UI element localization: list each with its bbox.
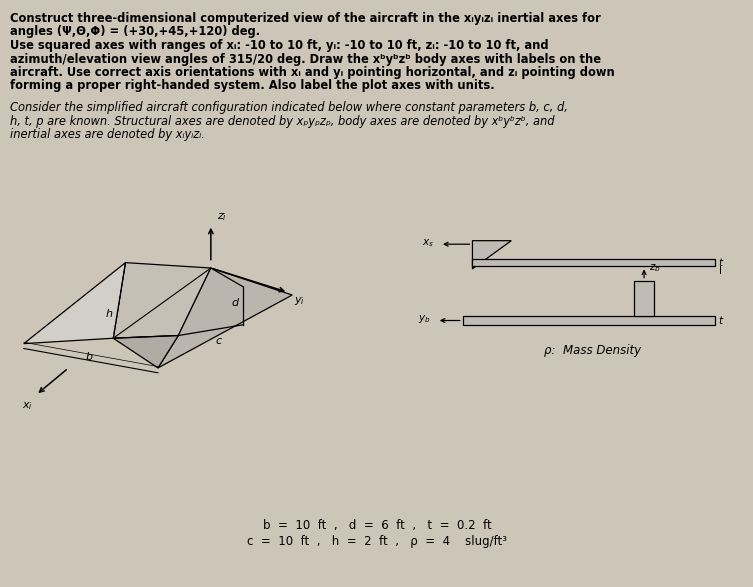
Text: t: t [718,258,723,268]
Polygon shape [472,259,715,266]
Text: forming a proper right-handed system. Also label the plot axes with units.: forming a proper right-handed system. Al… [10,79,495,93]
Text: $x_i$: $x_i$ [23,400,33,412]
Text: angles (Ψ,Θ,Φ) = (+30,+45,+120) deg.: angles (Ψ,Θ,Φ) = (+30,+45,+120) deg. [10,25,260,39]
Text: inertial axes are denoted by xᵢyᵢzᵢ.: inertial axes are denoted by xᵢyᵢzᵢ. [10,128,205,141]
Text: c: c [216,336,222,346]
Text: Consider the simplified aircraft configuration indicated below where constant pa: Consider the simplified aircraft configu… [10,101,568,114]
Text: h: h [105,309,113,319]
Text: $y_b$: $y_b$ [418,313,431,325]
Text: Construct three-dimensional computerized view of the aircraft in the xᵢyᵢzᵢ iner: Construct three-dimensional computerized… [10,12,601,25]
Text: b  =  10  ft  ,   d  =  6  ft  ,   t  =  0.2  ft: b = 10 ft , d = 6 ft , t = 0.2 ft [263,519,492,532]
Polygon shape [113,336,178,368]
Text: azimuth/elevation view angles of 315/20 deg. Draw the xᵇyᵇzᵇ body axes with labe: azimuth/elevation view angles of 315/20 … [10,52,601,66]
Polygon shape [634,281,654,316]
Polygon shape [158,268,292,368]
Text: $y_i$: $y_i$ [294,295,305,307]
Text: $z_i$: $z_i$ [217,212,227,224]
Text: c  =  10  ft  ,   h  =  2  ft  ,   ρ  =  4    slug/ft³: c = 10 ft , h = 2 ft , ρ = 4 slug/ft³ [247,535,507,548]
Text: $z_b$: $z_b$ [649,262,660,274]
Text: h, t, p are known. Structural axes are denoted by xₚyₚzₚ, body axes are denoted : h, t, p are known. Structural axes are d… [10,114,554,127]
Text: t: t [718,315,723,326]
Text: aircraft. Use correct axis orientations with xᵢ and yᵢ pointing horizontal, and : aircraft. Use correct axis orientations … [10,66,614,79]
Text: b: b [85,352,93,362]
Polygon shape [113,262,211,338]
Polygon shape [24,262,126,343]
Polygon shape [472,241,511,269]
Polygon shape [462,316,715,325]
Text: ρ:  Mass Density: ρ: Mass Density [544,344,641,357]
Text: d: d [232,298,239,308]
Text: $x_s$: $x_s$ [422,237,434,249]
Text: Use squared axes with ranges of xᵢ: -10 to 10 ft, yᵢ: -10 to 10 ft, zᵢ: -10 to 1: Use squared axes with ranges of xᵢ: -10 … [10,39,549,52]
Text: I: I [718,266,721,276]
